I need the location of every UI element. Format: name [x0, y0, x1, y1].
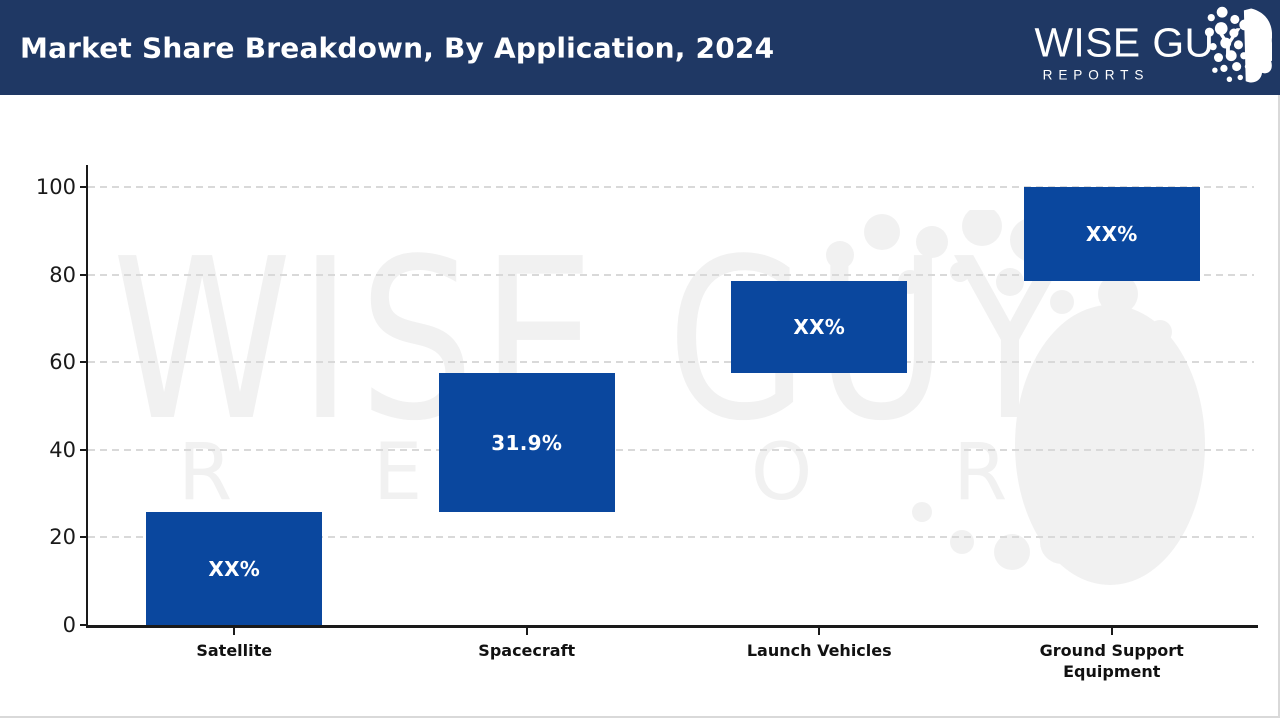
x-category-label: Launch Vehicles — [746, 641, 892, 660]
y-tick-label: 60 — [49, 350, 76, 375]
y-tick-mark — [80, 273, 87, 276]
logo-subtext: REPORTS — [1043, 67, 1150, 82]
y-axis-line — [86, 165, 88, 627]
x-axis-line — [86, 625, 1258, 628]
x-tick-mark — [233, 628, 236, 635]
bar-value-label: XX% — [1085, 221, 1138, 246]
x-tick-mark — [1110, 628, 1113, 635]
y-tick-label: 100 — [35, 175, 76, 199]
gridline-40 — [88, 448, 1254, 451]
wise-guy-logo: WISE GUY REPORTS — [1034, 6, 1272, 83]
x-category-label: Spacecraft — [478, 641, 576, 660]
y-tick-mark — [80, 186, 87, 188]
x-category-label: Ground Support Equipment — [1039, 641, 1184, 681]
y-tick-label: 40 — [49, 437, 76, 462]
y-tick-label: 0 — [62, 613, 76, 637]
page-title: Market Share Breakdown, By Application, … — [20, 31, 775, 64]
bar-value-label: XX% — [793, 314, 846, 339]
dotted-head-icon — [1204, 6, 1272, 83]
bar-value-label: 31.9% — [491, 430, 563, 455]
y-tick-mark — [80, 361, 87, 364]
gridline-80 — [88, 273, 1254, 276]
y-tick-label: 80 — [49, 262, 76, 287]
x-category-label: Satellite — [196, 641, 273, 660]
gridline-100 — [88, 186, 1254, 188]
gridline-20 — [88, 536, 1254, 539]
bar-launch-vehicles: XX% — [731, 280, 908, 373]
header-bar: Market Share Breakdown, By Application, … — [0, 0, 1280, 95]
bar-satellite: XX% — [146, 512, 323, 625]
gridline-60 — [88, 361, 1254, 364]
x-tick-mark — [525, 628, 528, 635]
y-tick-label: 20 — [49, 525, 76, 550]
bar-value-label: XX% — [208, 556, 261, 581]
x-tick-mark — [818, 628, 821, 635]
y-tick-mark — [80, 624, 87, 626]
bar-spacecraft: 31.9% — [438, 372, 615, 513]
y-tick-mark — [80, 448, 87, 451]
logo-wordmark: WISE GUY — [1034, 20, 1242, 66]
y-tick-mark — [80, 536, 87, 539]
bar-ground-support-equipment: XX% — [1023, 187, 1200, 281]
